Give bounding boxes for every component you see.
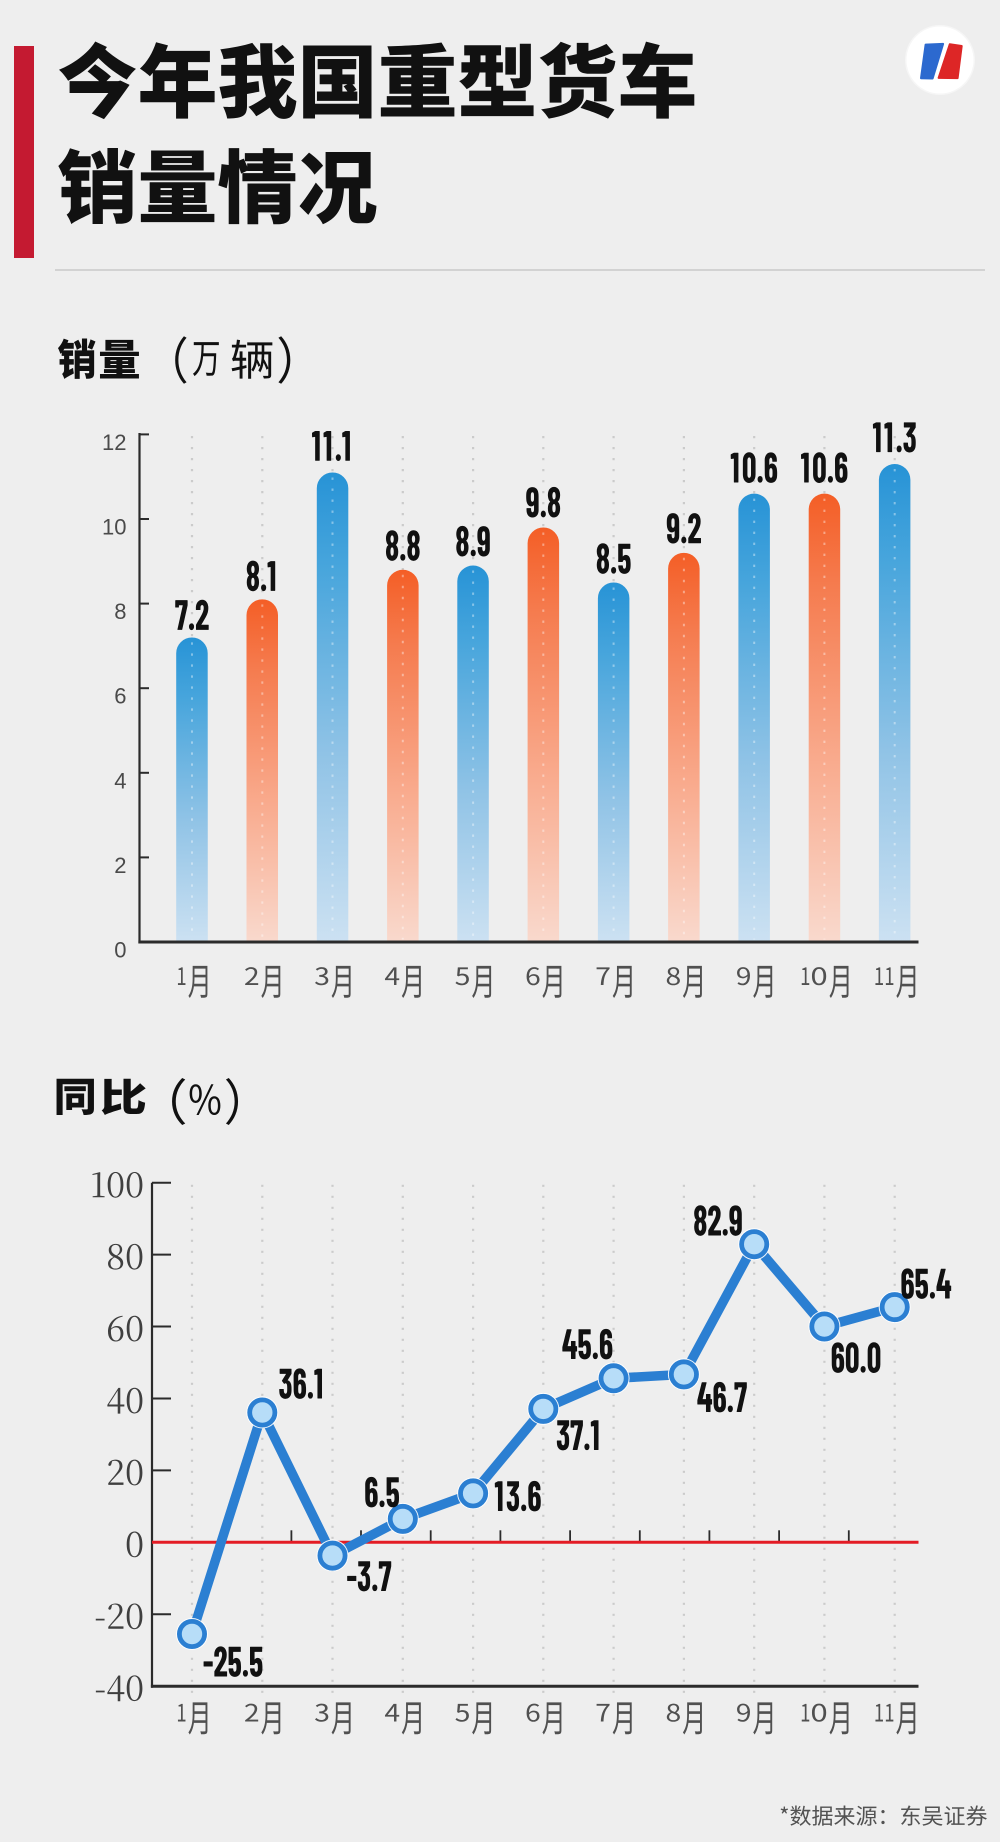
svg-text:2: 2 <box>114 853 126 878</box>
svg-text:6: 6 <box>114 684 126 709</box>
svg-text:8: 8 <box>114 599 126 624</box>
svg-text:12: 12 <box>102 430 126 455</box>
svg-text:0: 0 <box>114 938 126 963</box>
svg-text:10: 10 <box>102 515 126 540</box>
svg-text:4: 4 <box>114 768 126 793</box>
